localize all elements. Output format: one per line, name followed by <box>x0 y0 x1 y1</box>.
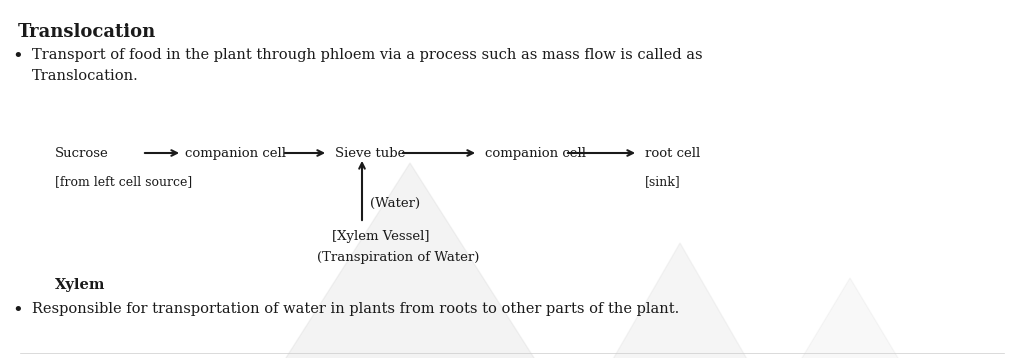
Polygon shape <box>270 163 550 358</box>
Text: Sieve tube: Sieve tube <box>335 146 406 160</box>
Text: •: • <box>12 48 23 66</box>
Text: Responsible for transportation of water in plants from roots to other parts of t: Responsible for transportation of water … <box>32 302 679 316</box>
Text: (Transpiration of Water): (Transpiration of Water) <box>317 252 479 265</box>
Text: companion cell: companion cell <box>185 146 286 160</box>
Text: (Water): (Water) <box>370 197 420 209</box>
Text: companion cell: companion cell <box>485 146 586 160</box>
Polygon shape <box>605 243 755 358</box>
Text: •: • <box>12 302 23 320</box>
Text: [Xylem Vessel]: [Xylem Vessel] <box>332 229 429 242</box>
Text: Transport of food in the plant through phloem via a process such as mass flow is: Transport of food in the plant through p… <box>32 48 702 83</box>
Text: [sink]: [sink] <box>645 175 681 188</box>
Polygon shape <box>790 278 910 358</box>
Text: Sucrose: Sucrose <box>55 146 109 160</box>
Text: Translocation: Translocation <box>18 23 157 41</box>
Text: root cell: root cell <box>645 146 700 160</box>
Text: Xylem: Xylem <box>55 278 105 292</box>
Text: [from left cell source]: [from left cell source] <box>55 175 193 188</box>
